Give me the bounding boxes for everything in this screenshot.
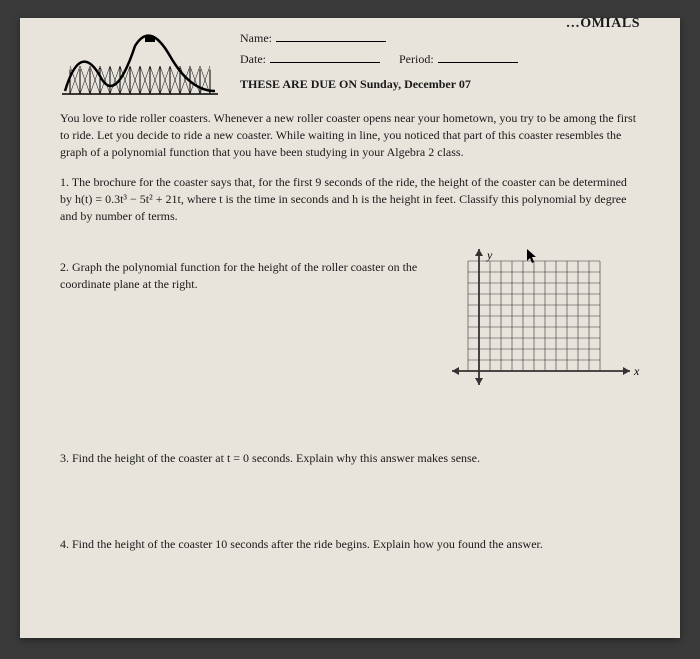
cursor-icon	[526, 248, 540, 271]
question-4: 4. Find the height of the coaster 10 sec…	[60, 536, 640, 553]
question-2-row: 2. Graph the polynomial function for the…	[60, 245, 640, 410]
title-cutoff: …OMIALS	[566, 14, 640, 34]
coordinate-plane: yx	[440, 245, 640, 410]
roller-coaster-image	[60, 26, 220, 96]
name-block: Name: Date: Period: THESE ARE DUE ON Sun…	[240, 26, 640, 96]
name-blank[interactable]	[276, 41, 386, 42]
due-line: THESE ARE DUE ON Sunday, December 07	[240, 76, 640, 93]
date-label: Date:	[240, 52, 266, 66]
header-row: Name: Date: Period: THESE ARE DUE ON Sun…	[60, 26, 640, 96]
date-line: Date: Period:	[240, 51, 640, 68]
name-label: Name:	[240, 31, 272, 45]
question-2: 2. Graph the polynomial function for the…	[60, 259, 420, 293]
worksheet-page: …OMIALS Name: Date: Period: THESE ARE DU…	[20, 18, 680, 638]
svg-text:y: y	[486, 248, 493, 262]
question-1: 1. The brochure for the coaster says tha…	[60, 174, 640, 224]
svg-text:x: x	[633, 364, 640, 378]
intro-paragraph: You love to ride roller coasters. Whenev…	[60, 110, 640, 160]
period-label: Period:	[399, 52, 434, 66]
period-blank[interactable]	[438, 62, 518, 63]
question-3: 3. Find the height of the coaster at t =…	[60, 450, 640, 467]
date-blank[interactable]	[270, 62, 380, 63]
